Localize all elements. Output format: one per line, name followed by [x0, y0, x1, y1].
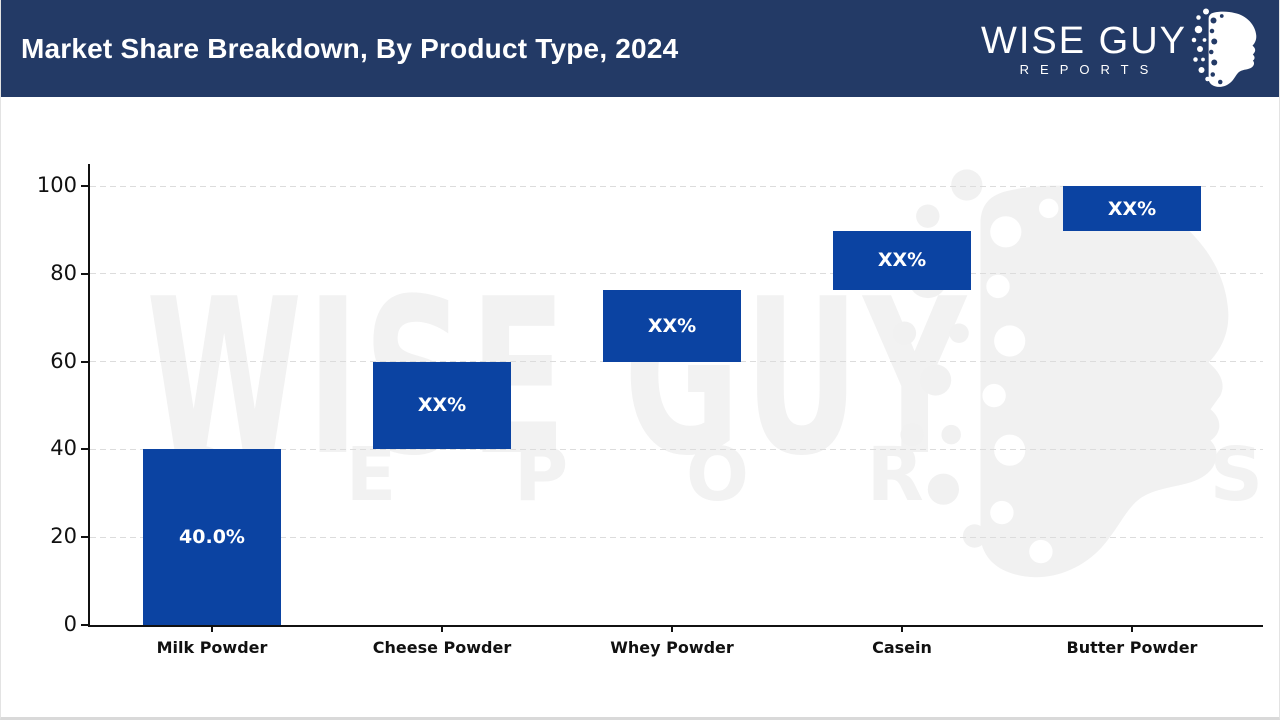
y-axis-tick-label: 60 — [50, 348, 77, 373]
bar-milk-powder: 40.0% — [143, 449, 281, 625]
y-axis-tick-label: 40 — [50, 436, 77, 461]
gridline-60 — [90, 361, 1263, 363]
y-axis-tick-mark — [81, 536, 89, 539]
x-axis-line — [88, 625, 1263, 627]
x-axis-category-label: Casein — [872, 638, 932, 657]
logo-brand-subtitle: REPORTS — [1019, 61, 1160, 77]
x-axis-category-label: Whey Powder — [610, 638, 734, 657]
wiseguy-logo: WISE GUY REPORTS — [981, 7, 1265, 91]
bar-value-label: XX% — [877, 249, 927, 272]
gridline-40 — [90, 448, 1263, 450]
wiseguy-face-icon — [1191, 8, 1257, 87]
x-axis-category-label: Butter Powder — [1066, 638, 1198, 657]
y-axis-line — [88, 164, 90, 627]
bar-casein: XX% — [833, 231, 971, 290]
bar-value-label: XX% — [1107, 197, 1157, 220]
gridline-80 — [90, 273, 1263, 275]
y-axis-tick-label: 80 — [50, 260, 77, 285]
page-title: Market Share Breakdown, By Product Type,… — [21, 32, 679, 64]
y-axis-tick-label: 20 — [50, 524, 77, 549]
y-axis-tick-mark — [81, 624, 89, 626]
header-bar: Market Share Breakdown, By Product Type,… — [1, 0, 1279, 97]
x-axis-tick-mark — [441, 625, 443, 632]
y-axis-tick-label: 0 — [63, 612, 77, 636]
bar-value-label: XX% — [647, 314, 697, 337]
y-axis-tick-mark — [81, 448, 89, 451]
bar-butter-powder: XX% — [1063, 186, 1201, 232]
x-axis-tick-mark — [1131, 625, 1133, 632]
bar-cheese-powder: XX% — [373, 361, 511, 450]
y-axis-tick-mark — [81, 185, 89, 187]
x-axis-category-label: Cheese Powder — [372, 638, 512, 657]
logo-brand-name: WISE GUY — [980, 19, 1187, 62]
y-axis-tick-label: 100 — [36, 173, 77, 197]
x-axis-category-label: Milk Powder — [156, 638, 268, 657]
gridline-100 — [90, 185, 1263, 187]
x-axis-tick-mark — [901, 625, 903, 632]
bar-whey-powder: XX% — [603, 289, 741, 362]
y-axis-tick-mark — [81, 360, 89, 363]
bar-value-label: 40.0% — [179, 526, 245, 549]
x-axis-tick-mark — [671, 625, 673, 632]
x-axis-tick-mark — [211, 625, 213, 632]
wiseguy-logo-text: WISE GUY REPORTS — [981, 22, 1187, 76]
gridline-20 — [90, 536, 1263, 538]
watermark-face-icon — [892, 169, 1229, 578]
y-axis-tick-mark — [81, 272, 89, 275]
bar-value-label: XX% — [417, 394, 467, 417]
